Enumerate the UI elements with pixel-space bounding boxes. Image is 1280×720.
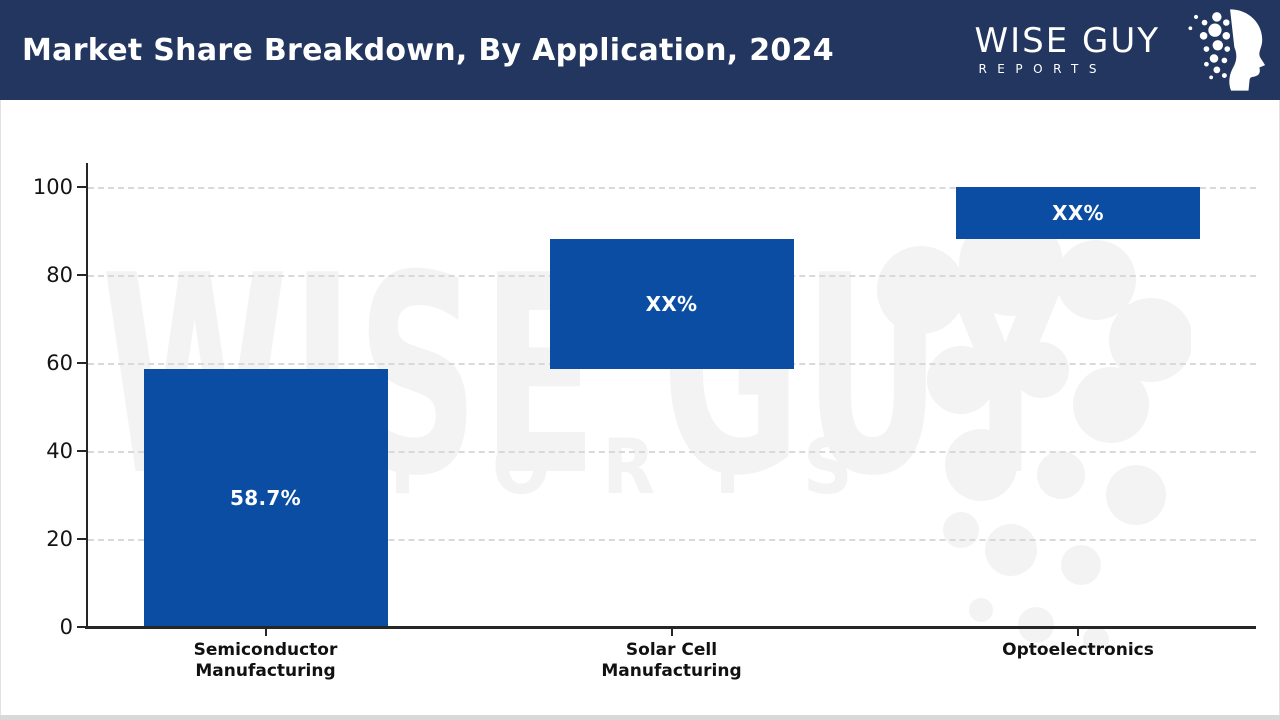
bar-value-label: 58.7% [230, 485, 301, 510]
x-category-label-line: Manufacturing [601, 661, 742, 681]
x-category-label-line: Optoelectronics [1002, 640, 1154, 660]
y-tick-label: 40 [46, 439, 73, 463]
x-category-label-line: Solar Cell [625, 640, 718, 660]
y-tick-mark [77, 626, 86, 628]
y-tick-label: 100 [32, 175, 73, 199]
page-title: Market Share Breakdown, By Application, … [22, 32, 834, 68]
y-tick-mark [77, 186, 86, 188]
footer-strip [0, 715, 1280, 720]
y-tick-mark [77, 538, 86, 540]
header-bar: Market Share Breakdown, By Application, … [0, 0, 1280, 100]
logo-head-icon [1188, 9, 1266, 91]
gridline [88, 187, 1256, 189]
bar-segment: XX% [956, 187, 1200, 239]
y-tick-label: 60 [46, 351, 73, 375]
x-category-label: Semiconductor Manufacturing [96, 640, 436, 682]
logo-reports-label: REPORTS [978, 62, 1107, 77]
y-tick-label: 80 [46, 263, 73, 287]
bar-segment: 58.7% [143, 368, 388, 627]
bar-value-label: XX% [645, 291, 698, 316]
y-tick-mark [77, 450, 86, 452]
x-category-label-line: Semiconductor [193, 640, 338, 660]
y-axis-spine [86, 163, 88, 628]
watermark-head-icon [877, 220, 1191, 653]
logo-wordmark: WISE GUY [974, 20, 1160, 61]
x-tick-mark [264, 629, 267, 636]
x-category-label: Optoelectronics [908, 640, 1248, 661]
y-tick-label: 20 [46, 527, 73, 551]
chart-area: WISE GUY REPORTS 0 20 40 60 80 100 58.7% XX% XX%… [0, 100, 1280, 715]
bar-segment: XX% [549, 238, 794, 369]
x-axis-line [85, 626, 1256, 629]
logo-wordmark-block: WISE GUY REPORTS [974, 20, 1160, 77]
gridline [88, 539, 1256, 541]
y-tick-mark [77, 274, 86, 276]
x-category-label: Solar Cell Manufacturing [502, 640, 842, 682]
gridline [88, 451, 1256, 453]
bar-value-label: XX% [1052, 200, 1104, 225]
x-tick-mark [670, 629, 673, 636]
brand-logo: WISE GUY REPORTS [974, 6, 1266, 94]
y-tick-mark [77, 362, 86, 364]
x-category-label-line: Manufacturing [195, 661, 336, 681]
y-tick-label: 0 [59, 615, 73, 639]
x-tick-mark [1077, 629, 1079, 636]
